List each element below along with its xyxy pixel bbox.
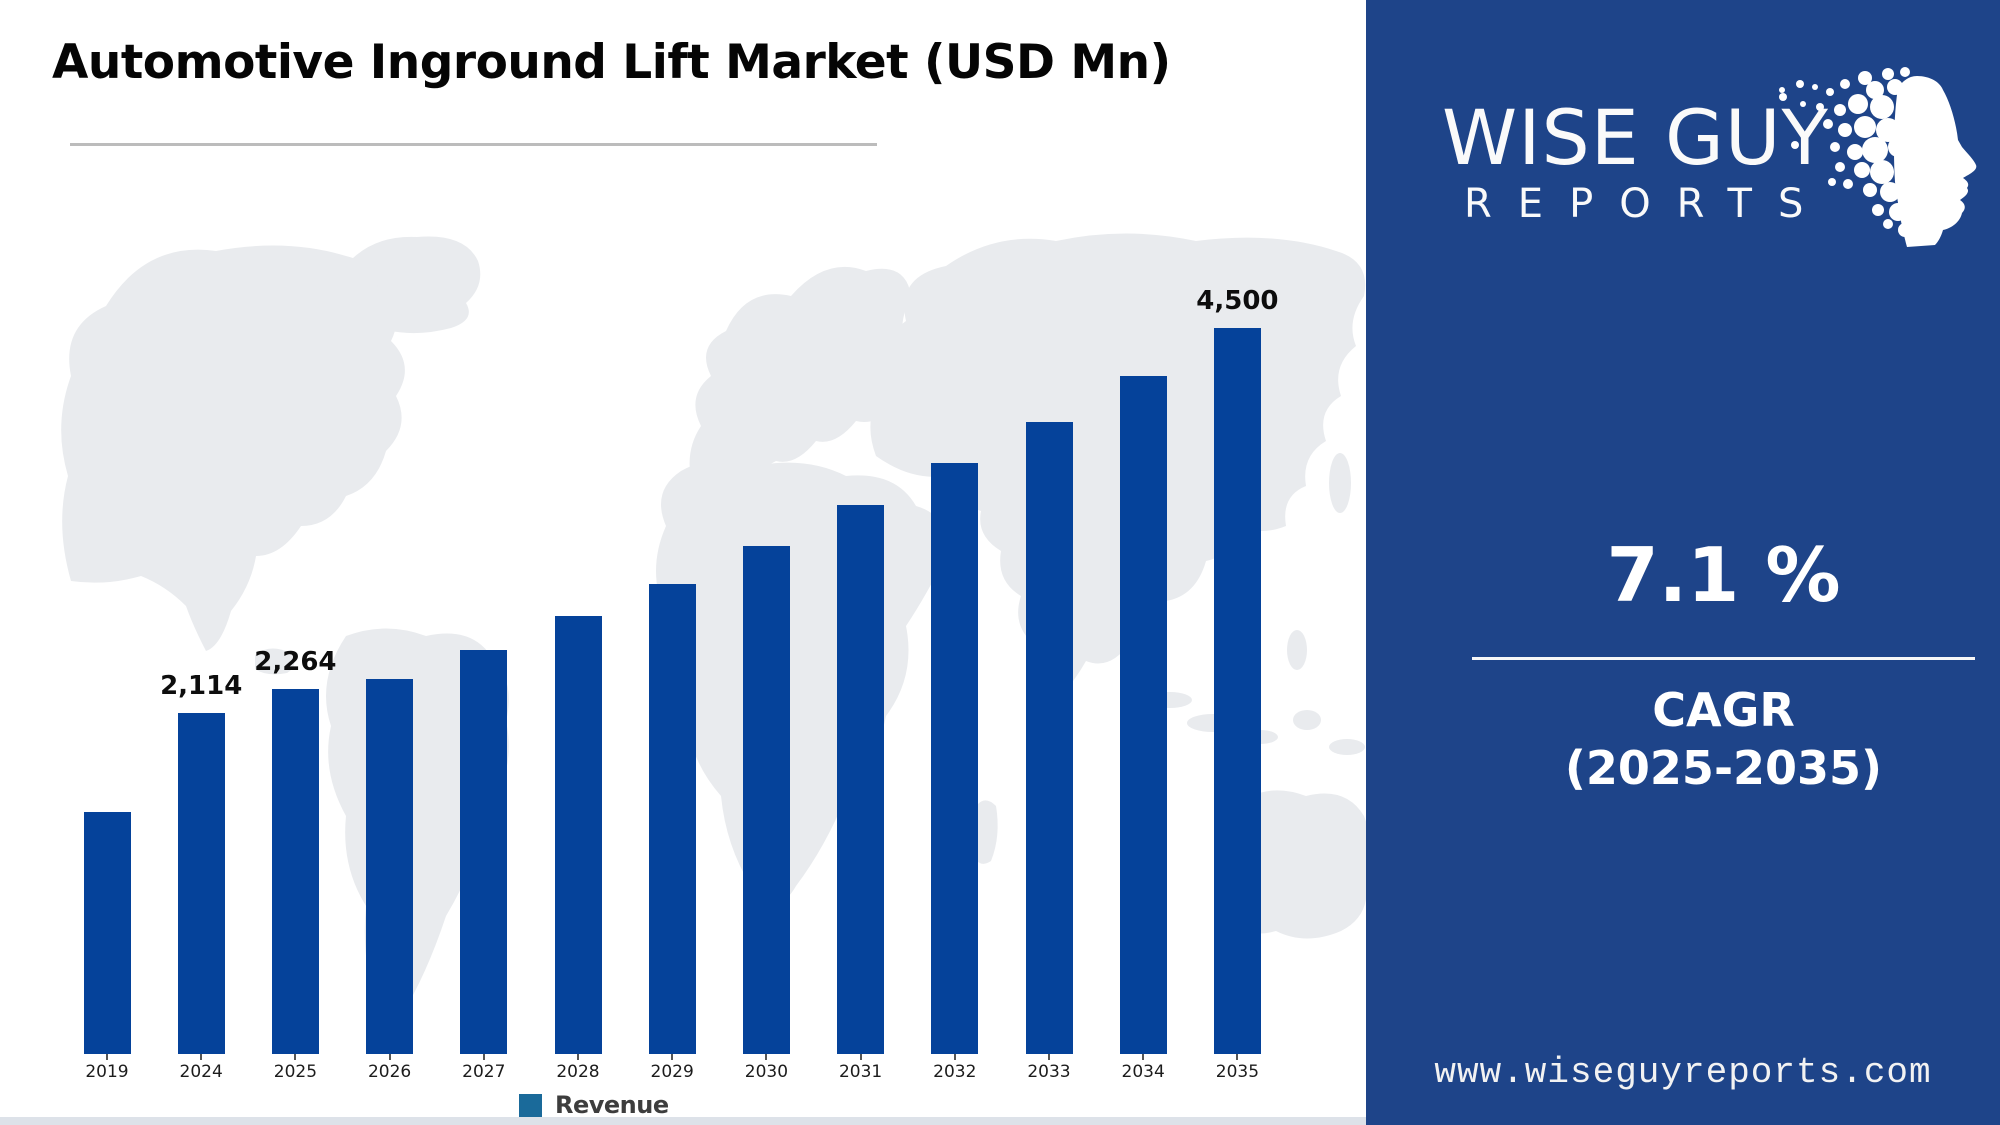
bar-2028 xyxy=(554,616,602,1054)
x-tick-2019 xyxy=(106,1054,108,1060)
bar-2031 xyxy=(837,505,885,1054)
x-label-2028: 2028 xyxy=(556,1062,600,1082)
bottom-strip xyxy=(0,1117,1367,1125)
cagr-label-line1: CAGR xyxy=(1652,683,1795,737)
bar-2035 xyxy=(1213,328,1261,1054)
x-tick-2035 xyxy=(1236,1054,1239,1060)
bar-value-label-2025: 2,264 xyxy=(254,647,337,677)
bar-plot: 2019 2,114 2024 2,264 2025 2026 2027 2028 2029 20… xyxy=(83,286,1279,1082)
bar-2027 xyxy=(460,650,508,1054)
map-indonesia-5 xyxy=(1329,739,1365,755)
bar-2024 xyxy=(177,713,225,1054)
title-underline xyxy=(70,143,877,146)
bar-2026 xyxy=(366,679,414,1054)
bar-2029 xyxy=(648,584,696,1054)
legend-swatch xyxy=(519,1093,542,1117)
legend: Revenue xyxy=(519,1091,669,1119)
cagr-label: CAGR (2025-2035) xyxy=(1472,682,1975,798)
cagr-label-line2: (2025-2035) xyxy=(1564,740,1883,795)
x-label-2035: 2035 xyxy=(1215,1062,1260,1082)
map-caribbean xyxy=(255,648,295,675)
x-tick-2030 xyxy=(765,1054,768,1060)
bar-2033 xyxy=(1025,422,1073,1054)
logo-wordmark: WISE GUY xyxy=(1442,93,1829,182)
chart-area: Automotive Inground Lift Market (USD Mn)… xyxy=(0,35,1367,1125)
x-label-2024: 2024 xyxy=(179,1062,223,1082)
logo-subtext: REPORTS xyxy=(1464,181,1830,227)
x-tick-2028 xyxy=(577,1054,579,1060)
map-japan xyxy=(1329,453,1351,513)
x-tick-2026 xyxy=(388,1054,391,1060)
x-tick-2031 xyxy=(859,1054,862,1060)
cagr-value: 7.1 % xyxy=(1606,531,1841,619)
x-label-2031: 2031 xyxy=(838,1062,883,1082)
map-europe xyxy=(689,266,911,503)
x-tick-2033 xyxy=(1048,1054,1050,1060)
x-label-2034: 2034 xyxy=(1121,1062,1165,1082)
x-tick-2029 xyxy=(671,1054,674,1060)
x-label-2030: 2030 xyxy=(744,1062,789,1082)
brand-panel: WISE GUY REPORTS 7.1 % CAGR (2025-2035) … xyxy=(1366,0,2000,1125)
legend-label: Revenue xyxy=(555,1091,669,1119)
website-url: www.wiseguyreports.com xyxy=(1434,1052,1932,1093)
x-tick-2024 xyxy=(200,1054,203,1060)
cagr-divider xyxy=(1472,657,1975,660)
x-tick-2025 xyxy=(294,1054,297,1060)
x-label-2019: 2019 xyxy=(85,1062,129,1082)
bar-2034 xyxy=(1119,376,1167,1054)
x-label-2026: 2026 xyxy=(367,1062,412,1082)
bar-value-label-2024: 2,114 xyxy=(160,671,243,701)
bar-2032 xyxy=(931,463,979,1054)
x-label-2032: 2032 xyxy=(933,1062,977,1082)
map-philippines xyxy=(1287,630,1307,670)
x-tick-2027 xyxy=(482,1054,485,1060)
bar-value-label-2035: 4,500 xyxy=(1196,286,1279,316)
map-indonesia-4 xyxy=(1293,710,1321,730)
bar-2030 xyxy=(742,546,790,1054)
x-label-2025: 2025 xyxy=(273,1062,318,1082)
bar-2019 xyxy=(83,812,131,1054)
x-tick-2032 xyxy=(953,1054,956,1060)
map-north-america xyxy=(61,245,405,651)
bar-2025 xyxy=(271,689,319,1054)
chart-title: Automotive Inground Lift Market (USD Mn) xyxy=(52,35,1171,90)
x-tick-2034 xyxy=(1142,1054,1145,1060)
head-profile-icon xyxy=(1779,67,1977,247)
map-uk xyxy=(742,339,778,397)
x-label-2033: 2033 xyxy=(1027,1062,1071,1082)
x-label-2027: 2027 xyxy=(462,1062,506,1082)
x-label-2029: 2029 xyxy=(650,1062,694,1082)
